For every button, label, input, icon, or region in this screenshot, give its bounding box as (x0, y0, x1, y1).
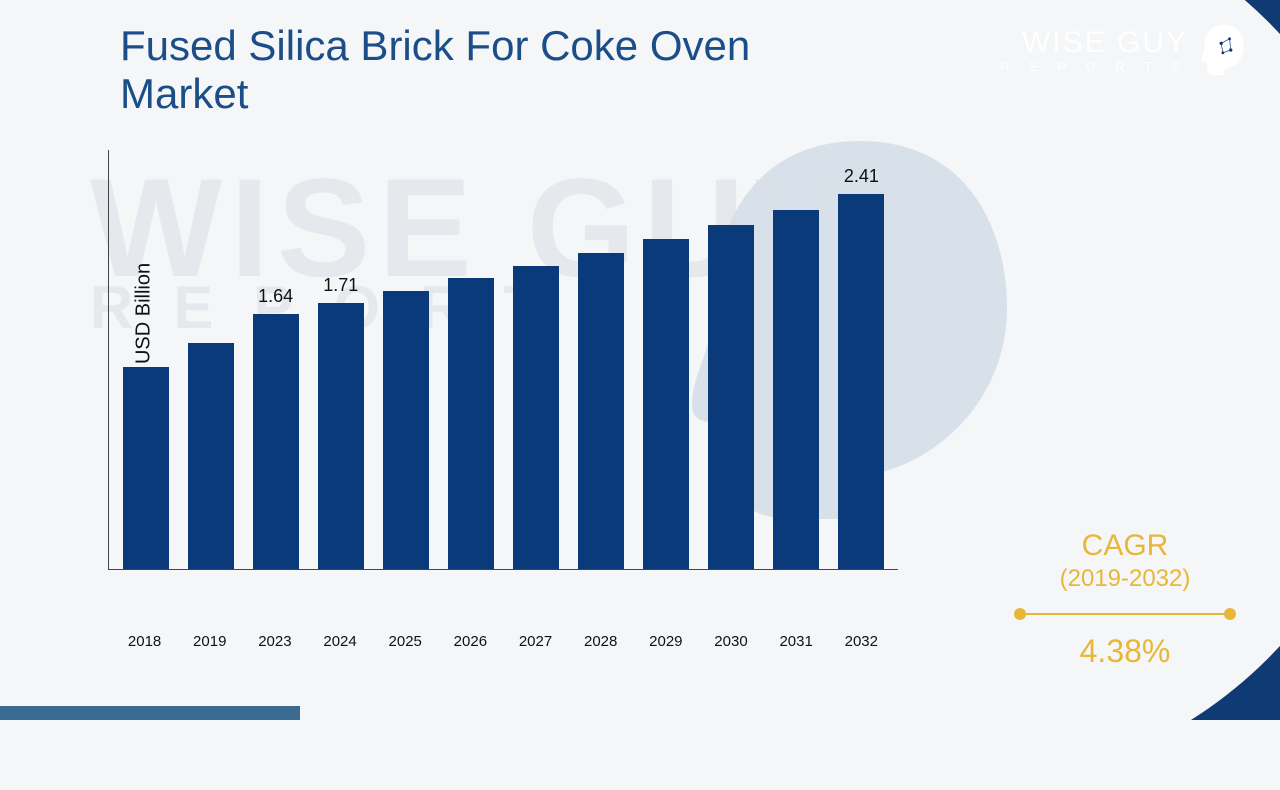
cagr-title: CAGR (1000, 529, 1250, 563)
x-tick-label: 2018 (117, 633, 172, 650)
bar-wrap (183, 315, 238, 569)
bar (773, 210, 819, 569)
bar-wrap (769, 182, 824, 569)
bar-wrap (639, 211, 694, 569)
cagr-box: CAGR (2019-2032) 4.38% (1000, 529, 1250, 670)
bar (578, 253, 624, 569)
bar-wrap (443, 250, 498, 569)
plot-area: 1.64 1.71 2.41 (108, 150, 898, 570)
bar (318, 303, 364, 569)
bar (708, 225, 754, 569)
logo-sub: R E P O R T S (1000, 60, 1188, 73)
head-icon (1196, 22, 1252, 78)
bar-value-label: 1.64 (258, 286, 293, 308)
x-tick-label: 2027 (508, 633, 563, 650)
x-tick-label: 2029 (638, 633, 693, 650)
bars-container: 1.64 1.71 2.41 (109, 150, 898, 569)
x-tick-label: 2025 (378, 633, 433, 650)
page-title: Fused Silica Brick For Coke Oven Market (120, 22, 840, 119)
bar (448, 278, 494, 569)
bar (253, 314, 299, 569)
bar-wrap (704, 197, 759, 569)
bar-value-label: 2.41 (844, 166, 879, 188)
bottom-strip (0, 706, 300, 720)
x-tick-label: 2023 (247, 633, 302, 650)
bar (188, 343, 234, 569)
bar-wrap: 2.41 (834, 166, 889, 569)
bar-wrap: 1.71 (313, 275, 368, 569)
x-labels: 2018 2019 2023 2024 2025 2026 2027 2028 2029 2030… (108, 633, 898, 650)
frame: WISE GUY REPORTS Fused Silica Brick For … (0, 0, 1280, 720)
bar (643, 239, 689, 569)
logo: WISE GUY R E P O R T S (1000, 22, 1252, 78)
logo-main: WISE GUY (1000, 28, 1188, 58)
cagr-period: (2019-2032) (1000, 565, 1250, 593)
bar (513, 266, 559, 569)
bar (383, 291, 429, 569)
bar-wrap (574, 225, 629, 569)
bar-wrap (378, 263, 433, 569)
bar-value-label: 1.71 (323, 275, 358, 297)
x-tick-label: 2019 (182, 633, 237, 650)
bar-wrap: 1.64 (248, 286, 303, 569)
x-tick-label: 2030 (703, 633, 758, 650)
bar-wrap (509, 238, 564, 569)
x-tick-label: 2031 (769, 633, 824, 650)
x-tick-label: 2024 (313, 633, 368, 650)
bar (123, 367, 169, 569)
cagr-divider (1020, 613, 1230, 615)
x-tick-label: 2028 (573, 633, 628, 650)
cagr-value: 4.38% (1000, 633, 1250, 670)
x-tick-label: 2032 (834, 633, 889, 650)
bar (838, 194, 884, 569)
bar-wrap (118, 339, 173, 569)
x-tick-label: 2026 (443, 633, 498, 650)
logo-text: WISE GUY R E P O R T S (1000, 28, 1188, 73)
bar-chart: Market Value in USD Billion 1.641.712.41… (70, 150, 900, 620)
